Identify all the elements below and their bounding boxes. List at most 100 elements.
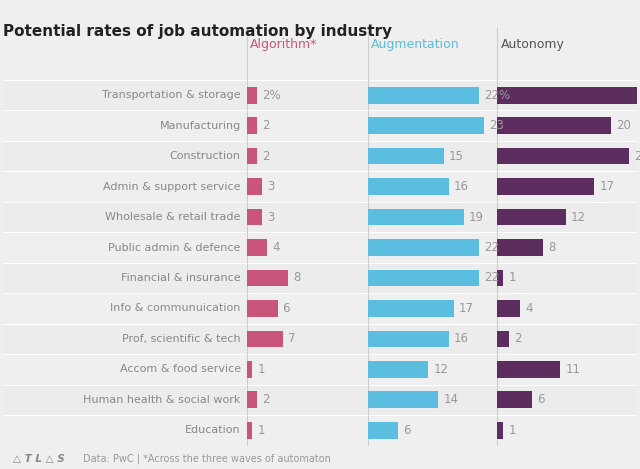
Text: 15: 15 — [449, 150, 463, 163]
Bar — [3, 415, 637, 446]
Text: 23: 23 — [634, 150, 640, 163]
Bar — [3, 141, 637, 171]
Text: 22%: 22% — [484, 89, 510, 102]
Text: 7: 7 — [288, 333, 295, 345]
Bar — [497, 392, 532, 408]
Text: Data: PwC | *Across the three waves of automaton: Data: PwC | *Across the three waves of a… — [83, 454, 331, 464]
Text: Algorithm*: Algorithm* — [250, 38, 317, 51]
Bar — [247, 117, 257, 134]
Text: Wholesale & retail trade: Wholesale & retail trade — [106, 212, 241, 222]
Text: △ T L △ S: △ T L △ S — [13, 454, 65, 464]
Bar — [367, 392, 438, 408]
Text: Prof, scientific & tech: Prof, scientific & tech — [122, 334, 241, 344]
Bar — [3, 293, 637, 324]
Bar — [3, 263, 637, 293]
Bar — [497, 209, 566, 226]
Text: 16: 16 — [454, 180, 468, 193]
Bar — [247, 87, 257, 104]
Bar — [3, 232, 637, 263]
Bar — [497, 117, 611, 134]
Bar — [247, 178, 262, 195]
Text: 6: 6 — [537, 393, 544, 406]
Text: Construction: Construction — [170, 151, 241, 161]
Text: 2%: 2% — [262, 89, 281, 102]
Bar — [497, 87, 640, 104]
Text: 1: 1 — [257, 424, 265, 437]
Bar — [367, 209, 464, 226]
Bar — [497, 331, 509, 347]
Bar — [367, 270, 479, 287]
Bar — [367, 117, 484, 134]
Bar — [3, 202, 637, 232]
Text: Public admin & defence: Public admin & defence — [108, 242, 241, 252]
Bar — [247, 331, 283, 347]
Bar — [367, 361, 428, 378]
Text: Accom & food service: Accom & food service — [120, 364, 241, 374]
Bar — [367, 178, 449, 195]
Text: 14: 14 — [444, 393, 458, 406]
Bar — [247, 239, 268, 256]
Text: 22: 22 — [484, 241, 499, 254]
Text: 3: 3 — [268, 180, 275, 193]
Text: 1: 1 — [508, 424, 516, 437]
Bar — [247, 209, 262, 226]
Bar — [3, 324, 637, 354]
Text: Potential rates of job automation by industry: Potential rates of job automation by ind… — [3, 24, 392, 39]
Bar — [367, 422, 398, 439]
Text: 2: 2 — [514, 333, 522, 345]
Text: 2: 2 — [262, 119, 270, 132]
Bar — [497, 178, 595, 195]
Text: 19: 19 — [469, 211, 484, 224]
Text: 1: 1 — [257, 363, 265, 376]
Bar — [367, 239, 479, 256]
Text: 6: 6 — [403, 424, 410, 437]
Bar — [497, 361, 560, 378]
Bar — [367, 148, 444, 165]
Text: 23: 23 — [489, 119, 504, 132]
Bar — [247, 300, 278, 317]
Bar — [367, 331, 449, 347]
Bar — [497, 270, 503, 287]
Text: 20: 20 — [616, 119, 632, 132]
Text: 17: 17 — [600, 180, 614, 193]
Text: 2: 2 — [262, 393, 270, 406]
Bar — [247, 422, 252, 439]
Bar — [247, 148, 257, 165]
Text: 12: 12 — [571, 211, 586, 224]
Bar — [367, 87, 479, 104]
Bar — [497, 148, 628, 165]
Bar — [3, 385, 637, 415]
Text: 4: 4 — [525, 302, 532, 315]
Text: 11: 11 — [565, 363, 580, 376]
Bar — [3, 110, 637, 141]
Bar — [497, 300, 520, 317]
Bar — [497, 239, 543, 256]
Text: Human health & social work: Human health & social work — [83, 395, 241, 405]
Text: 8: 8 — [292, 272, 300, 285]
Text: 17: 17 — [459, 302, 474, 315]
Text: Admin & support service: Admin & support service — [103, 182, 241, 191]
Bar — [247, 361, 252, 378]
Text: Autonomy: Autonomy — [500, 38, 564, 51]
Bar — [3, 354, 637, 385]
Text: Education: Education — [185, 425, 241, 435]
Text: 12: 12 — [433, 363, 449, 376]
Text: 16: 16 — [454, 333, 468, 345]
Text: 3: 3 — [268, 211, 275, 224]
Bar — [247, 270, 288, 287]
Text: 1: 1 — [508, 272, 516, 285]
Text: Augmentation: Augmentation — [371, 38, 460, 51]
Text: 22: 22 — [484, 272, 499, 285]
Bar — [3, 80, 637, 110]
Text: Transportation & storage: Transportation & storage — [102, 90, 241, 100]
Text: 4: 4 — [273, 241, 280, 254]
Bar — [247, 392, 257, 408]
Text: 6: 6 — [283, 302, 290, 315]
Bar — [497, 422, 503, 439]
Text: Financial & insurance: Financial & insurance — [121, 273, 241, 283]
Bar — [3, 171, 637, 202]
Text: Info & communuication: Info & communuication — [111, 303, 241, 313]
Text: Manufacturing: Manufacturing — [159, 121, 241, 131]
Bar — [367, 300, 454, 317]
Text: 2: 2 — [262, 150, 270, 163]
